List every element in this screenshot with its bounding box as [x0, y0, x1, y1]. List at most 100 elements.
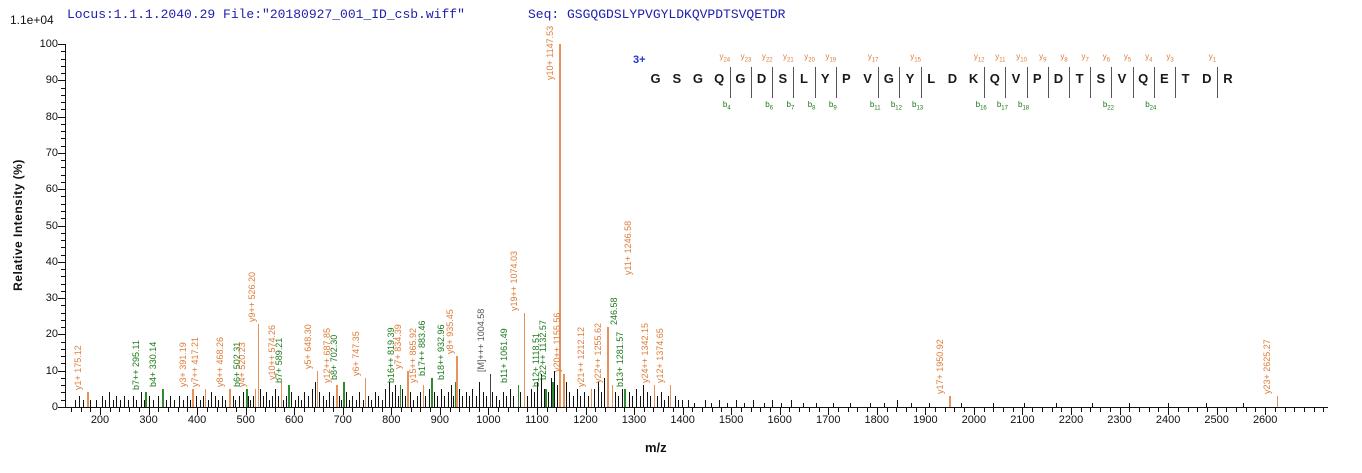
x-minor-tick: [1061, 408, 1063, 412]
residue-letter: L: [927, 71, 936, 86]
annotated-peak: [456, 356, 458, 407]
y-major-tick: [58, 80, 65, 82]
x-major-tick: [1216, 408, 1218, 415]
peak: [597, 381, 599, 407]
annotated-peak: [364, 377, 367, 407]
peak: [618, 396, 619, 407]
y-major-tick: [58, 152, 65, 154]
peak: [643, 385, 645, 407]
cleavage-line: [1132, 67, 1134, 98]
annotated-peak: [611, 385, 614, 407]
x-minor-tick: [468, 408, 470, 412]
x-tick-label: 2000: [961, 414, 987, 426]
annotated-peak: [288, 385, 290, 407]
y-ion-label: y8: [1060, 52, 1068, 64]
x-tick-label: 2200: [1058, 414, 1084, 426]
x-tick-label: 1800: [864, 414, 890, 426]
x-minor-tick: [721, 408, 723, 412]
x-tick-label: 2600: [1252, 414, 1278, 426]
x-minor-tick: [362, 408, 364, 412]
peak-label: y9++ 526.20: [247, 271, 258, 322]
x-minor-tick: [129, 408, 131, 412]
annotated-peak: [162, 388, 164, 407]
peak: [537, 381, 539, 407]
peak-label: y21++ 1212.12: [576, 326, 587, 387]
x-minor-tick: [760, 408, 762, 412]
x-minor-tick: [167, 408, 169, 412]
annotated-peak: [246, 388, 248, 407]
residue-letter: V: [863, 71, 872, 86]
x-minor-tick: [1129, 408, 1131, 412]
peak: [434, 392, 435, 407]
annotated-peak: [204, 388, 207, 407]
residue-letter: G: [883, 71, 894, 86]
peak: [465, 392, 467, 407]
b-ion-label: b24: [1145, 100, 1157, 112]
peak: [283, 399, 285, 407]
peak: [604, 377, 606, 407]
x-tick-label: 1700: [816, 414, 841, 426]
x-tick-label: 1200: [573, 414, 598, 426]
x-minor-tick: [750, 408, 752, 412]
peak: [656, 396, 658, 407]
peak: [495, 396, 497, 407]
peak: [992, 403, 994, 407]
peak: [291, 392, 293, 407]
x-minor-tick: [740, 408, 742, 412]
residue-letter: D: [947, 71, 958, 86]
peak: [492, 392, 494, 407]
peak: [247, 396, 249, 407]
header-sequence: Seq: GSGQGDSLYPVGYLDKQVPDTSVQETDR: [528, 7, 786, 22]
y-ion-label: y10: [1016, 52, 1027, 64]
peak-label: b7+ 589.21: [273, 337, 284, 384]
y-minor-tick: [61, 254, 65, 256]
peak: [802, 403, 804, 407]
x-minor-tick: [954, 408, 956, 412]
peak: [143, 399, 145, 407]
peak: [664, 399, 666, 407]
residue-letter: D: [1202, 71, 1212, 86]
peak: [554, 370, 556, 407]
peak: [242, 392, 244, 407]
b-ion-label: b4: [722, 100, 731, 112]
x-minor-tick: [498, 408, 500, 412]
peak: [272, 396, 274, 407]
peak: [413, 399, 415, 407]
y-major-tick: [58, 116, 65, 118]
residue-letter: G: [650, 71, 661, 86]
y-minor-tick: [61, 65, 65, 67]
x-minor-tick: [1187, 408, 1189, 412]
peak: [395, 385, 397, 407]
x-tick-label: 800: [382, 414, 401, 426]
residue-letter: D: [756, 71, 767, 86]
y-minor-tick: [61, 319, 65, 321]
peak: [1092, 403, 1094, 407]
peak: [425, 396, 427, 407]
x-major-tick: [779, 408, 781, 415]
b-ion-label: b12: [890, 100, 902, 112]
cleavage-line: [793, 67, 795, 98]
y-ion-label: y6: [1102, 52, 1111, 64]
annotated-peak: [431, 377, 433, 407]
peak: [199, 399, 201, 407]
intensity-scale-label: 1.1e+04: [10, 13, 54, 27]
peak: [252, 396, 254, 407]
b-ion-label: b8: [807, 100, 816, 112]
peak: [338, 396, 340, 407]
cleavage-line: [1175, 67, 1176, 98]
x-tick-label: 2400: [1155, 414, 1181, 426]
x-minor-tick: [1284, 408, 1286, 412]
peak-label: y22++ 1255.62: [592, 323, 603, 384]
peak: [566, 381, 568, 407]
b-ion-label: b6: [765, 100, 774, 112]
y-minor-tick: [61, 196, 65, 198]
x-minor-tick: [216, 408, 218, 412]
peak: [388, 381, 390, 407]
cleavage-line: [1217, 67, 1219, 98]
y-tick-label: 30: [45, 292, 58, 305]
peak: [506, 396, 508, 407]
peak: [304, 392, 306, 407]
y-minor-tick: [61, 131, 65, 133]
y-minor-tick: [61, 283, 65, 285]
x-minor-tick: [333, 408, 335, 412]
